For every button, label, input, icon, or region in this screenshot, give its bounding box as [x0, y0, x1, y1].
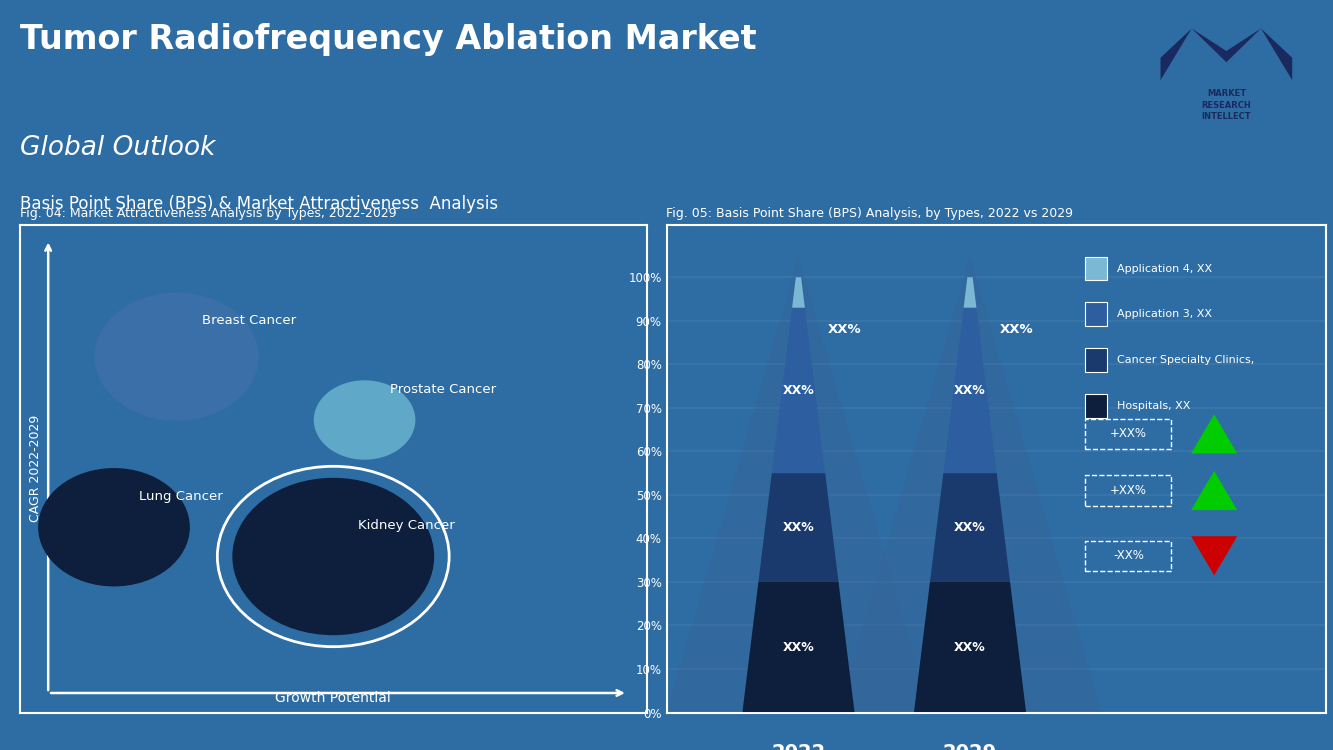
Bar	[1085, 541, 1172, 571]
Text: Growth Potential: Growth Potential	[276, 692, 391, 705]
Circle shape	[39, 469, 189, 586]
Polygon shape	[1192, 414, 1237, 454]
Circle shape	[315, 381, 415, 459]
Bar	[1085, 302, 1106, 326]
Polygon shape	[914, 582, 1026, 712]
Text: +XX%: +XX%	[1110, 484, 1146, 497]
Text: 2029: 2029	[942, 743, 997, 750]
Text: -XX%: -XX%	[1113, 549, 1144, 562]
Text: CAGR 2022-2029: CAGR 2022-2029	[29, 416, 43, 522]
Text: XX%: XX%	[782, 640, 814, 654]
Text: Tumor Radiofrequency Ablation Market: Tumor Radiofrequency Ablation Market	[20, 22, 757, 56]
Circle shape	[233, 478, 433, 634]
Text: 2022: 2022	[772, 743, 825, 750]
Circle shape	[95, 293, 259, 420]
Text: XX%: XX%	[1000, 323, 1033, 336]
Text: MARKET: MARKET	[1206, 89, 1246, 98]
Polygon shape	[1192, 536, 1237, 575]
Polygon shape	[930, 473, 1010, 582]
Text: INTELLECT: INTELLECT	[1201, 112, 1252, 121]
Text: +XX%: +XX%	[1110, 427, 1146, 440]
Polygon shape	[1161, 28, 1292, 80]
Text: Cancer Specialty Clinics,: Cancer Specialty Clinics,	[1117, 355, 1254, 365]
Text: RESEARCH: RESEARCH	[1201, 100, 1252, 109]
Bar	[1085, 476, 1172, 506]
Bar	[1085, 394, 1106, 418]
Text: Lung Cancer: Lung Cancer	[139, 490, 223, 502]
Polygon shape	[964, 278, 976, 308]
Polygon shape	[792, 278, 805, 308]
Text: Global Outlook: Global Outlook	[20, 135, 216, 161]
Bar	[1085, 256, 1106, 280]
Text: Basis Point Share (BPS) & Market Attractiveness  Analysis: Basis Point Share (BPS) & Market Attract…	[20, 195, 499, 213]
Bar	[1085, 348, 1106, 372]
Text: Fig. 04: Market Attractiveness Analysis by Types, 2022-2029: Fig. 04: Market Attractiveness Analysis …	[20, 207, 397, 220]
Text: Application 4, XX: Application 4, XX	[1117, 263, 1212, 274]
Text: XX%: XX%	[954, 384, 986, 397]
Text: XX%: XX%	[954, 521, 986, 534]
Text: Hospitals, XX: Hospitals, XX	[1117, 400, 1190, 411]
Text: Breast Cancer: Breast Cancer	[201, 314, 296, 327]
Text: XX%: XX%	[782, 521, 814, 534]
Text: Application 3, XX: Application 3, XX	[1117, 309, 1212, 320]
Polygon shape	[742, 582, 854, 712]
Text: XX%: XX%	[954, 640, 986, 654]
Polygon shape	[666, 256, 930, 712]
Polygon shape	[944, 308, 997, 473]
Polygon shape	[838, 256, 1102, 712]
Polygon shape	[772, 308, 825, 473]
Text: XX%: XX%	[828, 323, 862, 336]
Polygon shape	[758, 473, 838, 582]
Text: Prostate Cancer: Prostate Cancer	[389, 382, 496, 396]
Bar	[1085, 419, 1172, 449]
Polygon shape	[1192, 471, 1237, 510]
Text: Kidney Cancer: Kidney Cancer	[359, 519, 455, 532]
Text: Fig. 05: Basis Point Share (BPS) Analysis, by Types, 2022 vs 2029: Fig. 05: Basis Point Share (BPS) Analysi…	[666, 207, 1073, 220]
Text: XX%: XX%	[782, 384, 814, 397]
